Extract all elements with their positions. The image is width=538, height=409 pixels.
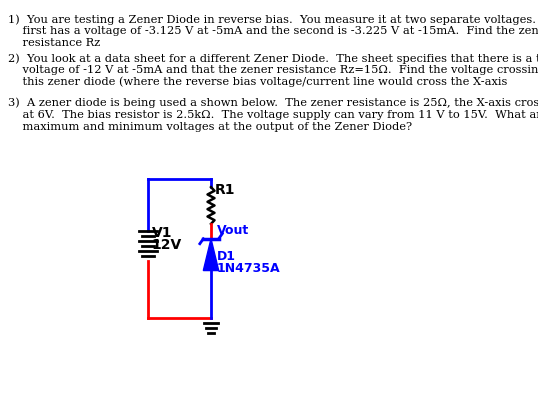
Text: voltage of -12 V at -5mA and that the zener resistance Rz=15Ω.  Find the voltage: voltage of -12 V at -5mA and that the ze…: [9, 65, 538, 75]
Text: at 6V.  The bias resistor is 2.5kΩ.  The voltage supply can vary from 11 V to 15: at 6V. The bias resistor is 2.5kΩ. The v…: [9, 109, 538, 119]
Polygon shape: [203, 239, 219, 271]
Text: 1)  You are testing a Zener Diode in reverse bias.  You measure it at two separa: 1) You are testing a Zener Diode in reve…: [9, 14, 538, 25]
Text: D1: D1: [217, 249, 236, 262]
Text: 2)  You look at a data sheet for a different Zener Diode.  The sheet specifies t: 2) You look at a data sheet for a differ…: [9, 53, 538, 63]
Text: first has a voltage of -3.125 V at -5mA and the second is -3.225 V at -15mA.  Fi: first has a voltage of -3.125 V at -5mA …: [9, 26, 538, 36]
Text: R1: R1: [215, 183, 235, 197]
Text: V1: V1: [152, 225, 172, 239]
Text: maximum and minimum voltages at the output of the Zener Diode?: maximum and minimum voltages at the outp…: [9, 121, 413, 131]
Text: 3)  A zener diode is being used a shown below.  The zener resistance is 25Ω, the: 3) A zener diode is being used a shown b…: [9, 97, 538, 108]
Text: 1N4735A: 1N4735A: [217, 261, 280, 274]
Text: 12V: 12V: [152, 237, 182, 251]
Text: resistance Rz: resistance Rz: [9, 38, 101, 48]
Text: Vout: Vout: [217, 223, 249, 236]
Text: this zener diode (where the reverse bias voltage/current line would cross the X-: this zener diode (where the reverse bias…: [9, 76, 508, 87]
